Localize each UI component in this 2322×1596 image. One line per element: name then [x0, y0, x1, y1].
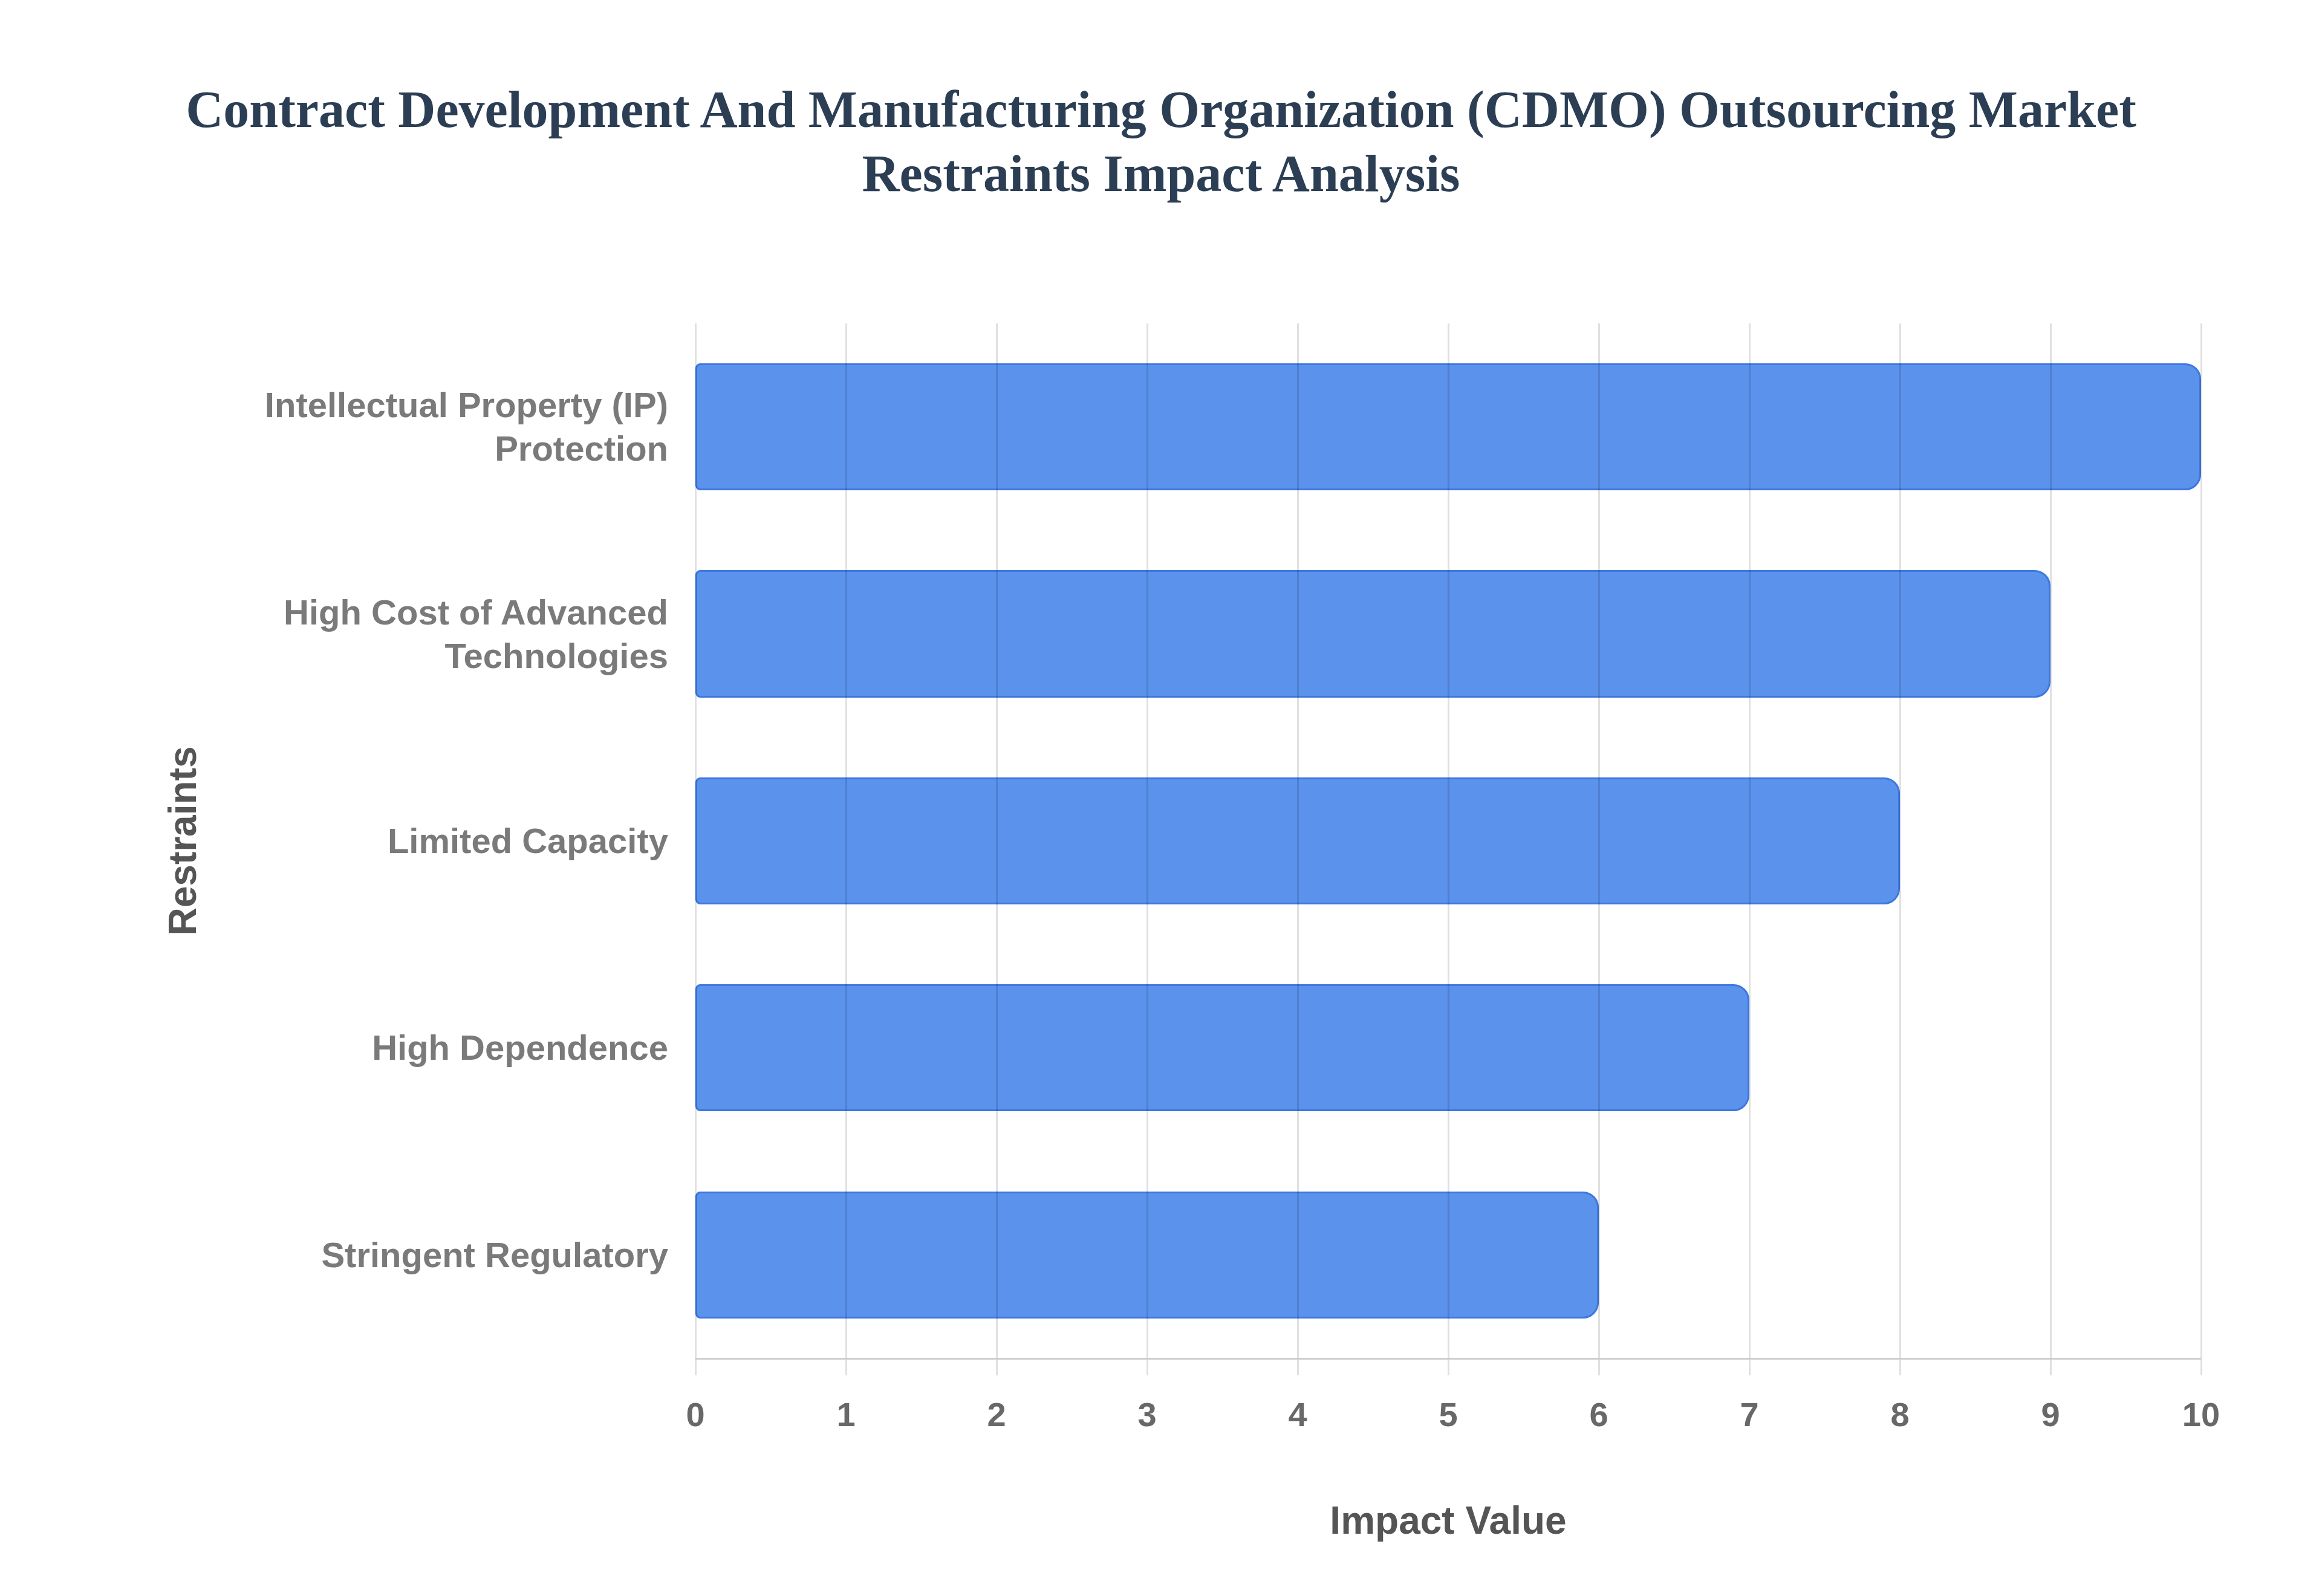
- bar-band: [695, 323, 2201, 530]
- category-label: Intellectual Property (IP) Protection: [0, 323, 668, 530]
- bar-band: [695, 944, 2201, 1151]
- x-tick-label: 8: [1890, 1390, 1909, 1439]
- x-tick-label: 2: [987, 1390, 1006, 1439]
- chart-figure: Contract Development And Manufacturing O…: [0, 0, 2322, 1596]
- bar[interactable]: [695, 363, 2201, 490]
- category-label: Stringent Regulatory: [0, 1152, 668, 1358]
- chart-title-line2: Restraints Impact Analysis: [0, 141, 2322, 206]
- x-tick-label: 3: [1137, 1390, 1156, 1439]
- category-label: High Cost of Advanced Technologies: [0, 530, 668, 737]
- x-axis-tick-labels: 012345678910: [695, 1390, 2201, 1439]
- bar[interactable]: [695, 1192, 1599, 1319]
- x-tick-label: 10: [2182, 1390, 2220, 1439]
- x-tick-label: 5: [1439, 1390, 1457, 1439]
- category-axis: Intellectual Property (IP) ProtectionHig…: [0, 323, 668, 1358]
- bar-band: [695, 738, 2201, 944]
- x-tick-label: 1: [836, 1390, 855, 1439]
- bar-band: [695, 530, 2201, 737]
- x-tick-label: 4: [1288, 1390, 1307, 1439]
- bar-band: [695, 1152, 2201, 1358]
- x-axis-line: [695, 1358, 2201, 1360]
- bar[interactable]: [695, 570, 2050, 697]
- x-tick-label: 7: [1740, 1390, 1758, 1439]
- chart-title: Contract Development And Manufacturing O…: [0, 77, 2322, 206]
- x-tick-label: 0: [686, 1390, 704, 1439]
- bar[interactable]: [695, 984, 1749, 1111]
- x-tick-label: 9: [2041, 1390, 2060, 1439]
- chart-title-line1: Contract Development And Manufacturing O…: [0, 77, 2322, 141]
- category-label: High Dependence: [0, 944, 668, 1151]
- category-label: Limited Capacity: [0, 738, 668, 944]
- bar[interactable]: [695, 777, 1900, 904]
- x-tick-label: 6: [1589, 1390, 1608, 1439]
- x-axis-title: Impact Value: [695, 1498, 2201, 1543]
- plot-area: [695, 323, 2201, 1358]
